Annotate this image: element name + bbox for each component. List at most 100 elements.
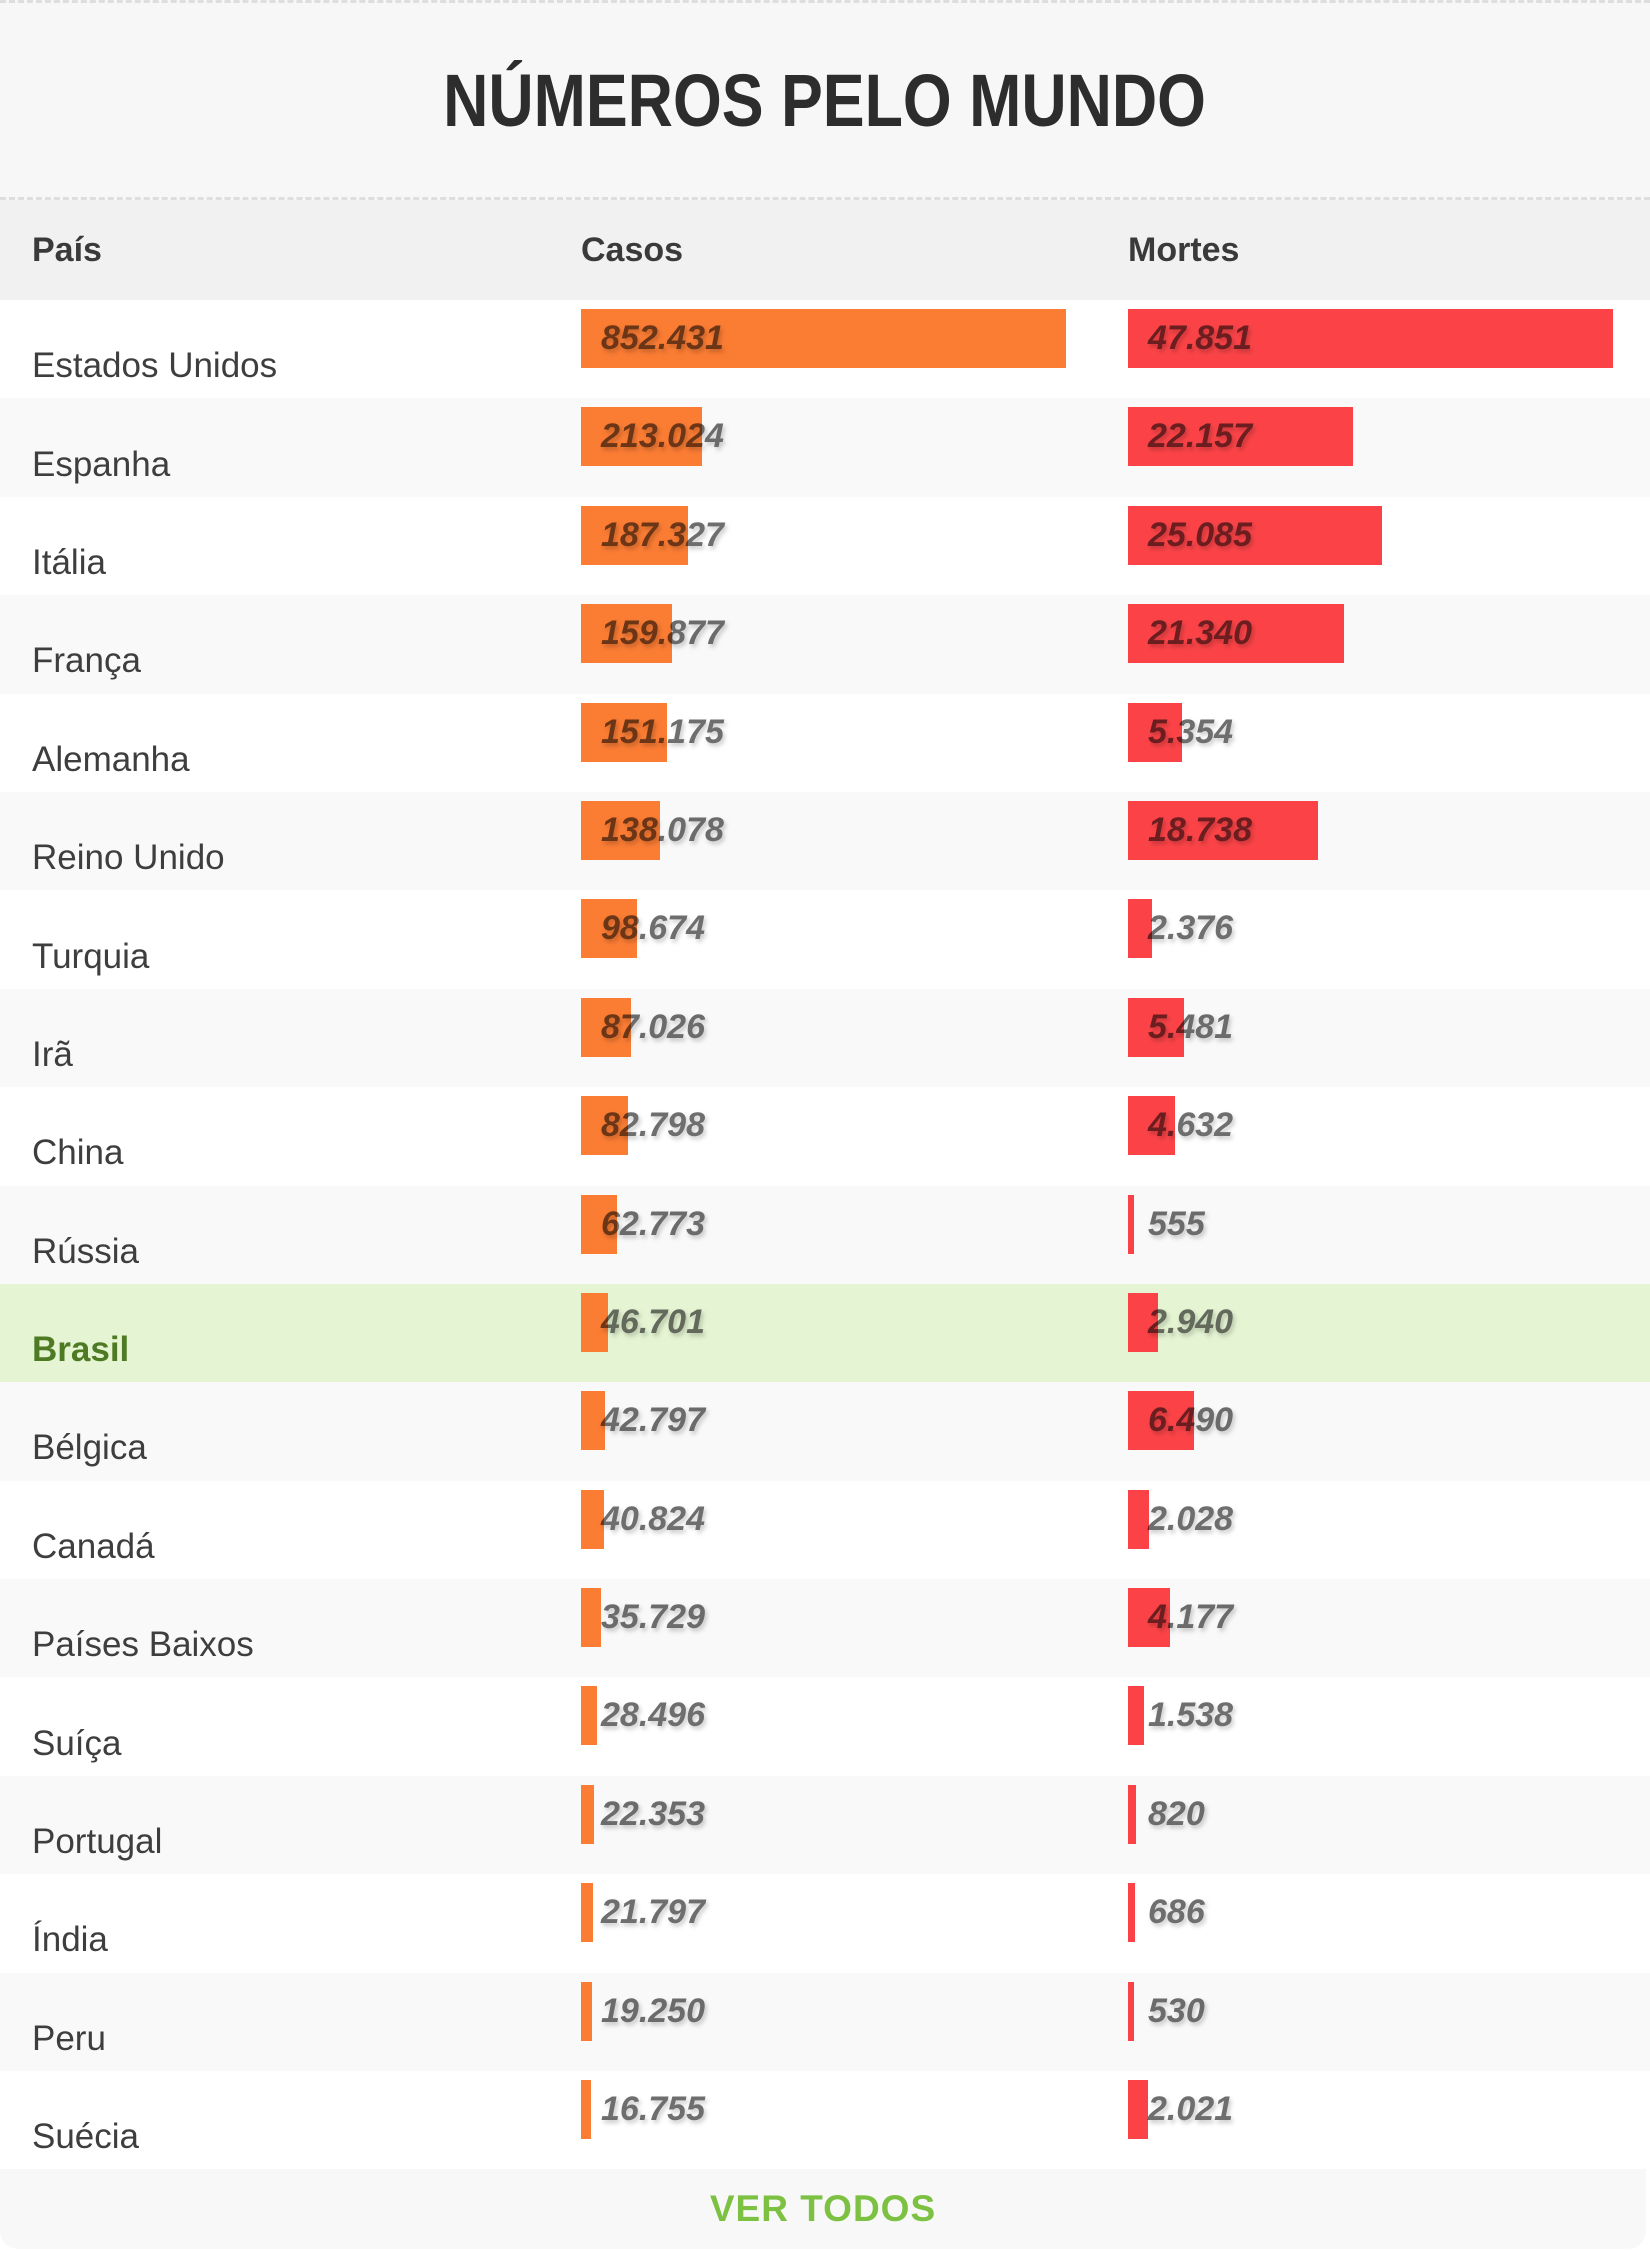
cases-value: 40.824 bbox=[601, 1499, 705, 1538]
table-row: Suécia 16.755 2.021 bbox=[0, 2071, 1650, 2170]
deaths-value: 820 bbox=[1148, 1794, 1205, 1833]
deaths-bar bbox=[1128, 1489, 1149, 1549]
table-row: China 82.798 4.632 bbox=[0, 1087, 1650, 1186]
cases-bar-area: 46.701 bbox=[581, 1284, 1128, 1382]
cases-bar bbox=[581, 505, 688, 565]
cases-value: 159.877 bbox=[601, 614, 724, 653]
row-country-label: Suécia bbox=[32, 2117, 140, 2157]
cases-value: 19.250 bbox=[601, 1991, 705, 2030]
see-all-link[interactable]: VER TODOS bbox=[709, 2188, 937, 2230]
cases-value: 35.729 bbox=[601, 1598, 705, 1637]
table-header-row: País Casos Mortes bbox=[0, 200, 1650, 300]
row-country-label: Países Baixos bbox=[32, 1625, 254, 1665]
table-row: Espanha 213.024 22.157 bbox=[0, 398, 1650, 497]
cases-value: 87.026 bbox=[601, 1007, 705, 1046]
footer: VER TODOS bbox=[0, 2169, 1646, 2250]
deaths-bar-area: 21.340 bbox=[1128, 595, 1650, 693]
cases-bar-area: 98.674 bbox=[581, 890, 1128, 988]
deaths-bar bbox=[1128, 1292, 1158, 1352]
row-country-label: Canadá bbox=[32, 1526, 155, 1566]
country-rows: Estados Unidos 852.431 47.851 Espanha 21… bbox=[0, 300, 1650, 2170]
cases-bar bbox=[581, 1391, 606, 1451]
table-row: Países Baixos 35.729 4.177 bbox=[0, 1579, 1650, 1678]
cases-bar-area: 213.024 bbox=[581, 398, 1128, 496]
deaths-value: 21.340 bbox=[1148, 614, 1252, 653]
cases-value: 187.327 bbox=[601, 515, 724, 554]
row-country-label: Espanha bbox=[32, 444, 171, 484]
cases-value: 82.798 bbox=[601, 1106, 705, 1145]
cases-value: 151.175 bbox=[601, 712, 724, 751]
deaths-bar-area: 2.028 bbox=[1128, 1481, 1650, 1579]
deaths-bar bbox=[1128, 997, 1184, 1057]
deaths-bar-area: 22.157 bbox=[1128, 398, 1650, 496]
deaths-bar bbox=[1128, 1784, 1137, 1844]
row-country-label: Turquia bbox=[32, 936, 150, 976]
table-row: Portugal 22.353 820 bbox=[0, 1775, 1650, 1875]
cases-bar-area: 16.755 bbox=[581, 2071, 1128, 2169]
cases-value: 21.797 bbox=[601, 1893, 705, 1932]
deaths-value: 530 bbox=[1148, 1991, 1205, 2030]
cases-bar bbox=[581, 1292, 608, 1352]
cases-bar bbox=[581, 1489, 605, 1549]
table-row: Turquia 98.674 2.376 bbox=[0, 890, 1650, 989]
deaths-bar-area: 820 bbox=[1128, 1776, 1650, 1874]
table-row: Suíça 28.496 1.538 bbox=[0, 1677, 1650, 1776]
cases-bar-area: 87.026 bbox=[581, 989, 1128, 1087]
deaths-value: 2.021 bbox=[1148, 2090, 1234, 2129]
deaths-value: 686 bbox=[1148, 1893, 1205, 1932]
cases-value: 42.797 bbox=[601, 1401, 705, 1440]
cases-bar-area: 82.798 bbox=[581, 1087, 1128, 1185]
table-row: Reino Unido 138.078 18.738 bbox=[0, 791, 1650, 891]
cases-bar-area: 22.353 bbox=[581, 1776, 1128, 1874]
table-row: Alemanha 151.175 5.354 bbox=[0, 693, 1650, 792]
deaths-value: 2.028 bbox=[1148, 1499, 1234, 1538]
deaths-value: 4.177 bbox=[1148, 1598, 1234, 1637]
table-row: Bélgica 42.797 6.490 bbox=[0, 1382, 1650, 1481]
cases-value: 852.431 bbox=[601, 319, 724, 357]
deaths-bar bbox=[1128, 899, 1153, 959]
deaths-bar bbox=[1128, 2080, 1149, 2140]
row-country-label: Itália bbox=[32, 542, 106, 582]
deaths-bar-area: 18.738 bbox=[1128, 792, 1650, 890]
cases-bar bbox=[581, 1194, 617, 1254]
deaths-bar-area: 2.940 bbox=[1128, 1284, 1650, 1382]
cases-bar bbox=[581, 2080, 591, 2140]
cases-bar-area: 187.327 bbox=[581, 497, 1128, 595]
deaths-value: 1.538 bbox=[1148, 1696, 1234, 1735]
deaths-bar bbox=[1128, 505, 1383, 565]
cases-bar-area: 28.496 bbox=[581, 1677, 1128, 1775]
cases-value: 213.024 bbox=[601, 417, 724, 456]
column-header-deaths: Mortes bbox=[1128, 230, 1240, 269]
row-country-label: Índia bbox=[32, 1920, 108, 1960]
deaths-bar-area: 530 bbox=[1128, 1973, 1650, 2071]
deaths-bar-area: 25.085 bbox=[1128, 497, 1650, 595]
deaths-value: 2.940 bbox=[1148, 1302, 1234, 1341]
cases-bar bbox=[581, 1096, 629, 1156]
cases-bar-area: 62.773 bbox=[581, 1186, 1128, 1284]
row-country-label: Brasil bbox=[32, 1330, 130, 1370]
cases-value: 46.701 bbox=[601, 1302, 705, 1341]
row-country-label: Bélgica bbox=[32, 1428, 147, 1468]
cases-value: 28.496 bbox=[601, 1696, 705, 1735]
cases-bar bbox=[581, 309, 1066, 368]
deaths-bar-area: 4.177 bbox=[1128, 1579, 1650, 1677]
cases-bar-area: 40.824 bbox=[581, 1481, 1128, 1579]
cases-bar-area: 138.078 bbox=[581, 792, 1128, 890]
cases-bar bbox=[581, 899, 638, 959]
deaths-bar-area: 2.021 bbox=[1128, 2071, 1650, 2169]
row-country-label: Portugal bbox=[32, 1822, 163, 1862]
table-row: Canadá 40.824 2.028 bbox=[0, 1480, 1650, 1580]
deaths-bar-area: 6.490 bbox=[1128, 1382, 1650, 1480]
deaths-bar-area: 1.538 bbox=[1128, 1677, 1650, 1775]
table-row: França 159.877 21.340 bbox=[0, 595, 1650, 694]
deaths-bar bbox=[1128, 1588, 1171, 1648]
cases-bar-area: 159.877 bbox=[581, 595, 1128, 693]
page-title: NÚMEROS PELO MUNDO bbox=[443, 58, 1207, 142]
deaths-value: 18.738 bbox=[1148, 810, 1252, 849]
row-country-label: França bbox=[32, 641, 141, 681]
deaths-value: 6.490 bbox=[1148, 1401, 1234, 1440]
deaths-value: 5.481 bbox=[1148, 1007, 1234, 1046]
cases-bar bbox=[581, 1588, 602, 1648]
cases-value: 98.674 bbox=[601, 909, 705, 948]
